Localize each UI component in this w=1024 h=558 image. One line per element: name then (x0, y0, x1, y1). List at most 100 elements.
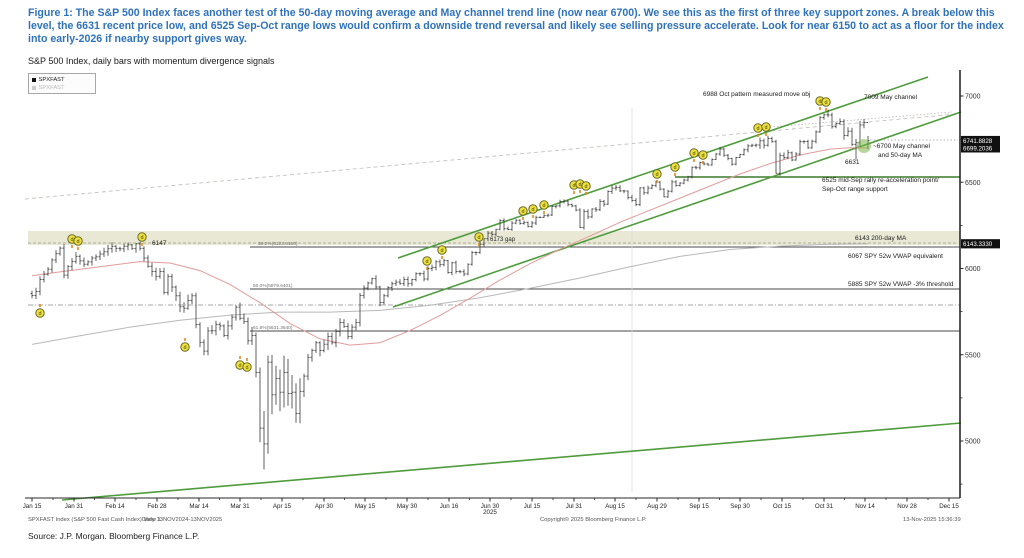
price-badge (961, 135, 1000, 146)
divergence-tick (757, 134, 759, 137)
x-axis-year-label: 2025 (483, 509, 497, 516)
divergence-signal-icon (652, 169, 662, 179)
divergence-signal-icon (689, 148, 699, 158)
divergence-signal-glyph: d (140, 235, 143, 241)
oct-dotted-projection (769, 111, 953, 128)
x-tick-label: Jun 30 (481, 503, 500, 510)
y-tick-label: 7000 (965, 94, 981, 101)
y-tick-label: 5500 (965, 352, 981, 359)
divergence-signal-icon (180, 342, 190, 352)
divergence-tick (543, 211, 545, 214)
annotation-label: ~6700 May channel (873, 143, 930, 150)
footer-timestamp: 13-Nov-2025 15:36:39 (903, 517, 961, 523)
divergence-signal-icon (474, 232, 484, 242)
may-channel-lower (392, 111, 962, 308)
divergence-signal-glyph: d (183, 345, 186, 351)
x-tick-label: May 30 (397, 503, 418, 510)
divergence-signal-icon (761, 122, 771, 132)
annotation-label: 5885 SPY 52w VWAP -3% threshold (848, 281, 954, 288)
price-badge (961, 143, 1000, 153)
divergence-signal-glyph: d (76, 239, 79, 245)
footer-copyright: Copyright© 2025 Bloomberg Finance L.P. (540, 517, 647, 523)
price-badge (961, 239, 1000, 249)
series-swatch-muted (32, 86, 36, 91)
annotation-label: 6631 (845, 159, 860, 166)
series-swatch (32, 77, 36, 82)
divergence-signal-glyph: d (818, 99, 821, 105)
x-tick-label: Feb 28 (147, 503, 167, 510)
divergence-tick (478, 243, 480, 246)
divergence-tick (693, 159, 695, 162)
divergence-signal-glyph: d (70, 237, 73, 243)
legend-row-primary: SPXFAST (32, 76, 92, 85)
divergence-signal-icon (518, 206, 528, 216)
x-tick-label: Nov 28 (897, 503, 917, 510)
footer-ticker-info: SPXFAST Index (S&P 500 Fast Cash Index) … (28, 517, 161, 523)
figure-caption: Figure 1: The S&P 500 Index faces anothe… (28, 7, 1004, 46)
divergence-signal-glyph: d (578, 182, 581, 188)
divergence-signal-glyph: d (756, 126, 759, 132)
divergence-tick (39, 304, 41, 307)
x-tick-label: Dec 15 (939, 503, 959, 510)
x-tick-label: Oct 15 (773, 503, 792, 510)
divergence-signal-icon (821, 97, 831, 107)
divergence-signal-icon (528, 204, 538, 214)
price-badge-label: 6741.8828 (963, 138, 993, 145)
legend-box: SPXFAST SPXFAST (28, 73, 96, 94)
x-tick-label: Aug 29 (647, 503, 667, 510)
divergence-tick (71, 245, 73, 248)
divergence-signal-icon (242, 362, 252, 372)
legend-ticker: SPXFAST (38, 76, 65, 83)
y-tick-label: 6000 (965, 266, 981, 273)
annotation-label: 38.2%(6123.9160) (258, 241, 298, 247)
annotation-label: 6067 SPY 52w VWAP equivalent (848, 253, 943, 260)
divergence-signal-glyph: d (764, 125, 767, 131)
divergence-tick (656, 180, 658, 183)
divergence-tick (579, 190, 581, 193)
divergence-signal-icon (137, 232, 147, 242)
divergence-tick (426, 267, 428, 270)
x-tick-label: Apr 15 (273, 503, 292, 510)
divergence-signal-glyph: d (542, 203, 545, 209)
channel-test-dot (857, 139, 871, 153)
divergence-signal-glyph: d (477, 235, 480, 241)
divergence-signal-icon (670, 162, 680, 172)
divergence-signal-icon (422, 256, 432, 266)
divergence-signal-glyph: d (655, 172, 658, 178)
x-tick-label: Feb 14 (105, 503, 125, 510)
annotation-label: Sep-Oct range support (822, 186, 888, 193)
divergence-tick (441, 256, 443, 259)
divergence-tick (573, 191, 575, 194)
ma50-line (31, 147, 869, 346)
annotation-label: 6147 (152, 240, 167, 247)
divergence-signal-glyph: d (584, 184, 587, 190)
footer-date-range: Daily 13NOV2024-13NOV2025 (142, 517, 223, 523)
divergence-tick (77, 247, 79, 250)
x-tick-label: Apr 30 (315, 503, 334, 510)
divergence-tick (184, 338, 186, 341)
divergence-tick (532, 215, 534, 218)
divergence-signal-glyph: d (692, 151, 695, 157)
annotation-label: 6525 mid-Sep rally re-acceleration point… (822, 177, 939, 184)
ma200-band (28, 231, 960, 245)
x-tick-label: Mar 14 (189, 503, 209, 510)
annotation-label: 6173 gap (490, 237, 516, 243)
divergence-signal-glyph: d (521, 209, 524, 215)
x-tick-label: Sep 15 (689, 503, 709, 510)
divergence-signal-glyph: d (440, 248, 443, 254)
long-term-trendline (61, 422, 962, 501)
x-tick-label: Sep 30 (730, 503, 750, 510)
x-tick-label: Jan 15 (23, 503, 42, 510)
x-tick-label: Aug 15 (605, 503, 625, 510)
divergence-signal-icon (698, 150, 708, 160)
divergence-signal-glyph: d (425, 259, 428, 265)
divergence-tick (246, 358, 248, 361)
annotation-label: 61.8%(5631.3640) (253, 325, 293, 331)
y-tick-label: 6500 (965, 180, 981, 187)
divergence-tick (674, 173, 676, 176)
divergence-signal-glyph: d (238, 363, 241, 369)
divergence-tick (702, 161, 704, 164)
annotation-label: 6143 200-day MA (855, 235, 907, 242)
divergence-signal-glyph: d (701, 153, 704, 159)
